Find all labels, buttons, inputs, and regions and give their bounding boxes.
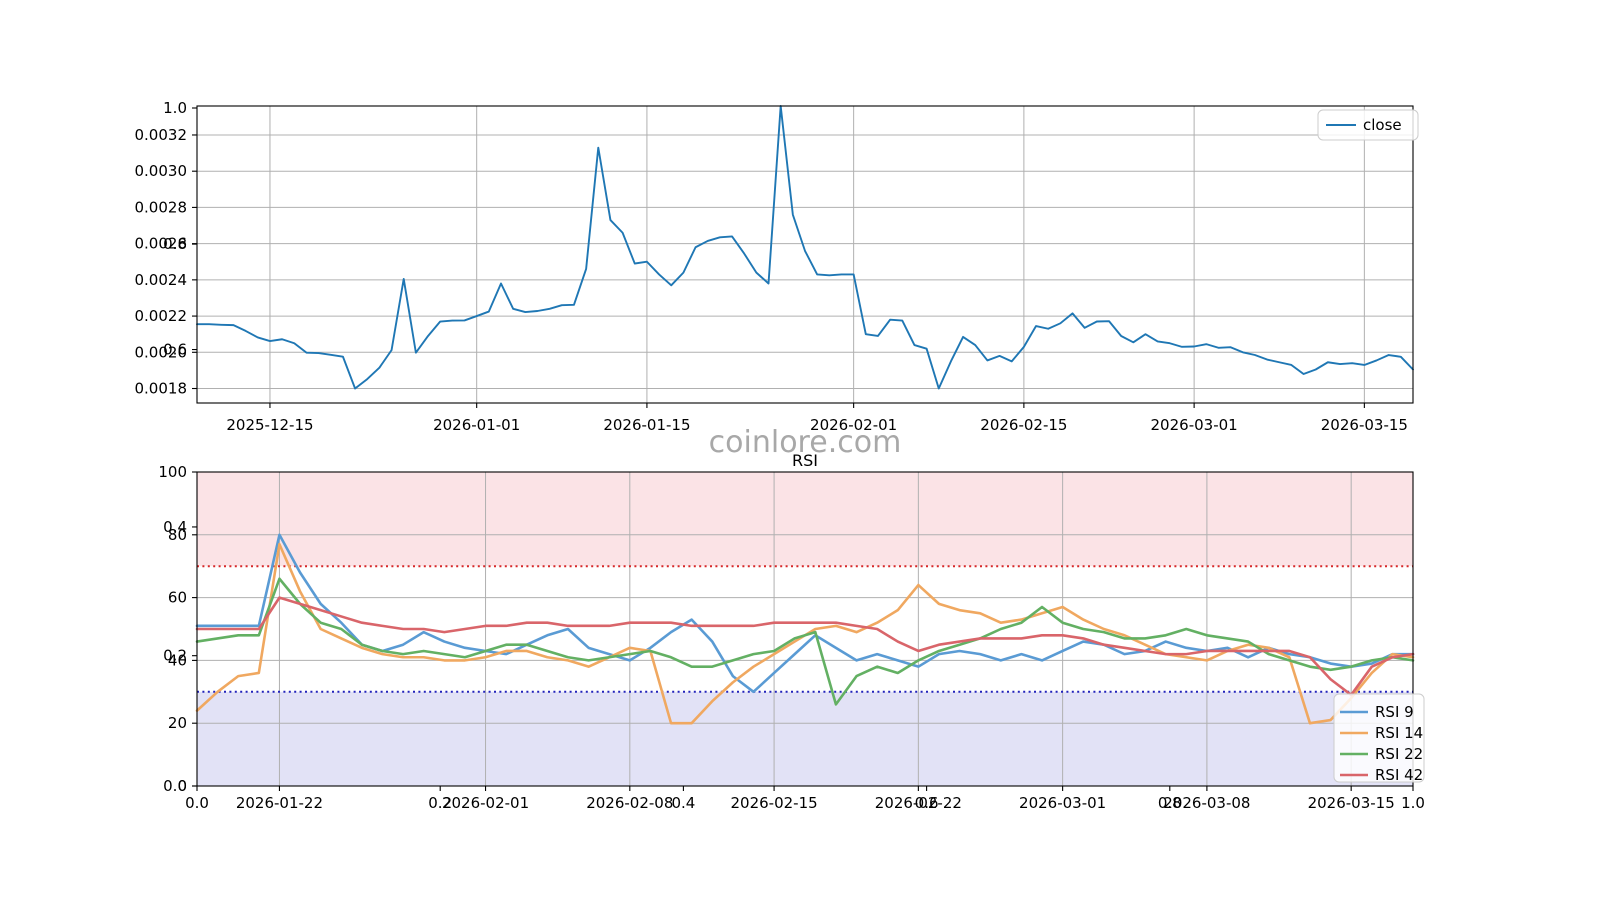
rsi-xtick-label-secondary: 0.6 <box>915 794 939 812</box>
price-ytick-label-secondary: 0.8 <box>163 235 187 253</box>
price-close-line <box>196 105 1414 390</box>
rsi-xtick-label: 2026-02-15 <box>730 794 817 812</box>
price-xtick-label: 2026-03-15 <box>1321 416 1408 434</box>
rsi-ytick-label-secondary: 0.2 <box>163 647 187 665</box>
price-xtick-label: 2026-01-15 <box>603 416 690 434</box>
rsi-axes-frame <box>196 471 1414 787</box>
price-xtick-label: 2026-02-15 <box>980 416 1067 434</box>
rsi-ytick-label: 100 <box>158 463 187 481</box>
rsi-xtick-label-secondary: 0.0 <box>185 794 209 812</box>
rsi-ytick-label: 0 <box>177 777 187 795</box>
price-xtick-label: 2026-02-01 <box>810 416 897 434</box>
rsi-line-rsi-22 <box>195 577 1415 706</box>
rsi-xtick-label-secondary: 0.2 <box>428 794 452 812</box>
price-axes-frame <box>196 105 1414 404</box>
rsi-xtick-label: 2026-01-22 <box>236 794 323 812</box>
rsi-xtick-label-secondary: 0.8 <box>1158 794 1182 812</box>
price-legend[interactable]: close <box>1317 109 1419 141</box>
rsi-xtick-label: 2026-03-08 <box>1163 794 1250 812</box>
rsi-xtick-label: 2026-02-01 <box>442 794 529 812</box>
rsi-legend-label-rsi-22: RSI 22 <box>1375 745 1423 763</box>
rsi-title: RSI <box>792 451 818 470</box>
rsi-line-rsi-42 <box>195 596 1415 697</box>
price-legend-label-close: close <box>1363 116 1402 134</box>
price-xtick-label: 2026-01-01 <box>433 416 520 434</box>
rsi-oversold-band <box>197 691 1413 786</box>
rsi-xtick-label: 2026-03-01 <box>1019 794 1106 812</box>
price-xtick-label: 2026-03-01 <box>1151 416 1238 434</box>
price-ytick-label: 0.0024 <box>135 271 188 289</box>
price-ytick-label: 0.0018 <box>135 380 188 398</box>
rsi-xtick-label-secondary: 0.4 <box>671 794 695 812</box>
rsi-ytick-label: 20 <box>168 714 187 732</box>
price-ytick-label-secondary: 0.6 <box>163 341 187 359</box>
rsi-xtick-label-secondary: 1.0 <box>1401 794 1425 812</box>
price-legend-box <box>1317 109 1419 141</box>
price-ytick-label: 0.0030 <box>135 162 188 180</box>
price-panel: 0.0018 0.0020 0.0022 0.0024 0.0026 0.0028 0.00… <box>135 99 1419 434</box>
price-ytick-label: 0.0026 <box>135 235 188 253</box>
rsi-xtick-label: 2026-02-08 <box>586 794 673 812</box>
price-ytick-label: 0.0032 <box>135 126 188 144</box>
rsi-overbought-band <box>197 472 1413 567</box>
rsi-xtick-label: 2026-02-22 <box>875 794 962 812</box>
price-plot-background <box>197 106 1413 403</box>
price-ytick-label: 0.0022 <box>135 307 188 325</box>
rsi-ytick-label: 80 <box>168 526 187 544</box>
rsi-legend-label-rsi-42: RSI 42 <box>1375 766 1423 784</box>
rsi-legend-label-rsi-14: RSI 14 <box>1375 724 1423 742</box>
watermark-text: coinlore.com <box>709 425 902 460</box>
price-xtick-label: 2025-12-15 <box>226 416 313 434</box>
rsi-xtick-label: 2026-03-15 <box>1308 794 1395 812</box>
price-ytick-label: 0.0020 <box>135 343 188 361</box>
rsi-ytick-label-secondary: 0.0 <box>163 777 187 795</box>
rsi-ytick-label-secondary: 0.4 <box>163 518 187 536</box>
rsi-ytick-label: 60 <box>168 589 187 607</box>
rsi-legend-label-rsi-9: RSI 9 <box>1375 703 1414 721</box>
price-ytick-label-secondary: 1.0 <box>163 99 187 117</box>
rsi-legend[interactable]: RSI 9 RSI 14 RSI 22 RSI 42 <box>1333 693 1425 784</box>
rsi-panel: 0 20 40 60 80 100 0.0 0.2 0.4 2026-01-22 2026-02-0… <box>158 451 1425 812</box>
rsi-legend-box <box>1333 693 1425 783</box>
rsi-ytick-label: 40 <box>168 651 187 669</box>
price-ytick-label: 0.0028 <box>135 198 188 216</box>
